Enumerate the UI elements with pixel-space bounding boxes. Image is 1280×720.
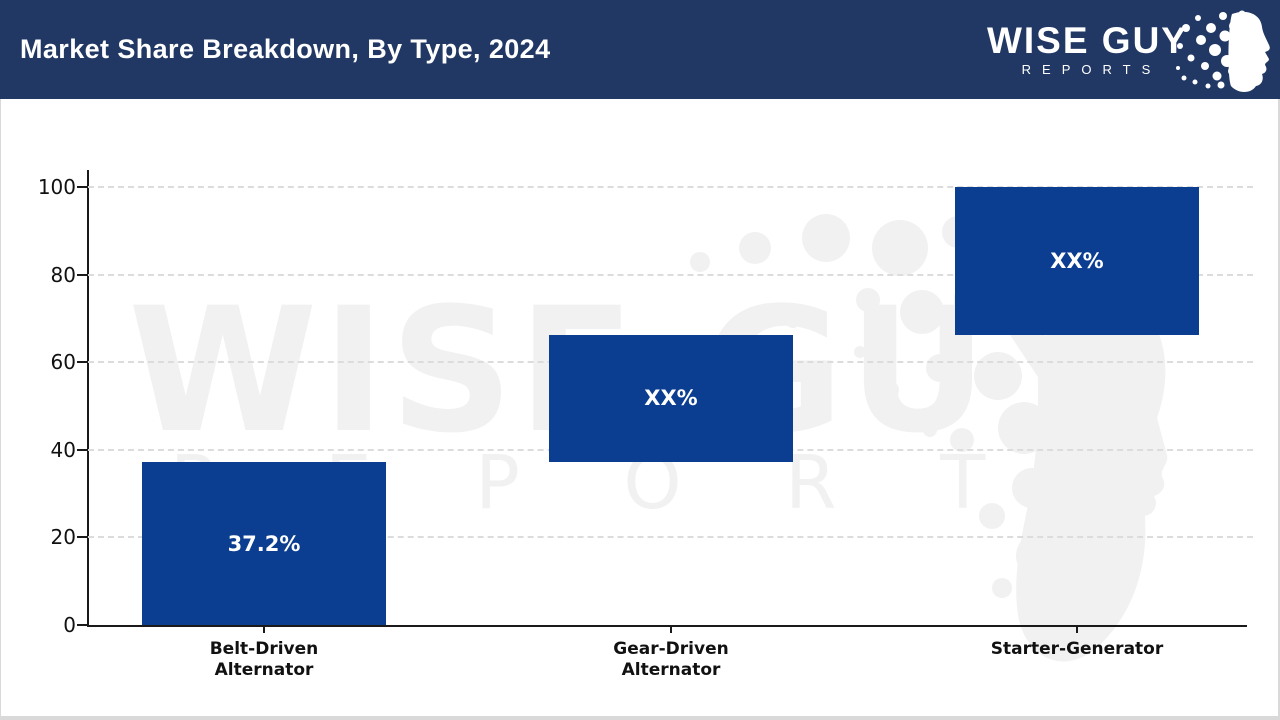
y-axis-line (87, 170, 89, 627)
gridline-20 (88, 536, 1253, 539)
x-category-label-1: Belt-Driven Alternator (209, 639, 319, 680)
bar-value-label-2: XX% (644, 386, 698, 411)
y-tick-label-0: 0 (63, 613, 76, 637)
right-edge-border (1278, 99, 1280, 720)
page-title: Market Share Breakdown, By Type, 2024 (20, 34, 551, 64)
y-tick-label-100: 100 (37, 175, 76, 199)
x-axis-line (87, 625, 1247, 627)
x-tick-2 (670, 627, 672, 633)
wiseguy-logo: WISE GUY REPORTS (987, 6, 1276, 94)
logo-text: WISE GUY REPORTS (987, 22, 1188, 77)
logo-wordmark: WISE GUY (986, 20, 1188, 61)
x-category-label-3: Starter-Generator (990, 639, 1164, 659)
bar-value-label-1: 37.2% (227, 531, 301, 556)
y-tick-label-40: 40 (50, 437, 76, 462)
y-tick-20 (77, 536, 87, 539)
header: Market Share Breakdown, By Type, 2024 WI… (0, 0, 1280, 99)
gridline-100 (88, 186, 1253, 188)
left-edge-border (0, 99, 1, 720)
logo-subtitle: REPORTS (1021, 62, 1162, 77)
face-profile-dots-icon (1176, 10, 1270, 92)
y-tick-100 (77, 186, 87, 188)
x-tick-3 (1076, 627, 1078, 633)
y-tick-0 (77, 624, 87, 626)
x-category-label-2: Gear-Driven Alternator (613, 639, 729, 680)
y-tick-80 (77, 273, 87, 276)
gridline-80 (88, 273, 1253, 276)
bottom-strip (0, 716, 1280, 720)
bar-3: XX% (955, 187, 1199, 335)
bar-value-label-3: XX% (1050, 248, 1104, 273)
y-tick-60 (77, 361, 87, 364)
bar-2: XX% (549, 334, 793, 463)
y-tick-label-60: 60 (50, 350, 76, 375)
x-tick-1 (263, 627, 265, 633)
bar-1: 37.2% (142, 462, 386, 625)
y-tick-40 (77, 448, 87, 451)
y-tick-label-80: 80 (50, 262, 76, 287)
y-tick-label-20: 20 (50, 525, 76, 550)
